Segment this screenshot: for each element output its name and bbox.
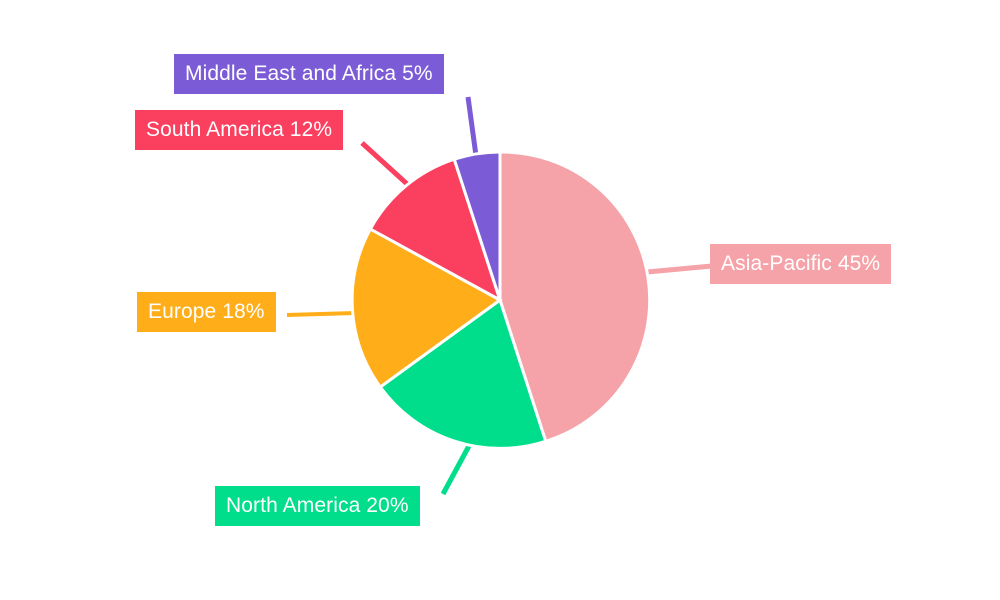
pie-slice-europe[interactable] [350,226,503,390]
pie-slice-asia-pacific[interactable] [498,150,652,444]
pie-slice-north-america[interactable] [378,297,548,450]
pie-label-europe: Europe 18% [137,292,276,332]
pie-label-middle-east-africa: Middle East and Africa 5% [174,54,444,94]
pie-wedges [350,150,652,450]
leader-line-europe [286,311,356,317]
pie-label-asia-pacific: Asia-Pacific 45% [710,244,892,284]
pie-label-south-america: South America 12% [135,110,344,150]
pie-slice-south-america[interactable] [368,157,503,304]
leader-line-asia-pacific [646,263,713,275]
pie-label-north-america: North America 20% [215,486,420,526]
leader-line-middle-east-africa [465,96,480,164]
leader-line-north-america [440,442,473,496]
pie-slice-middle-east-africa[interactable] [452,150,502,301]
